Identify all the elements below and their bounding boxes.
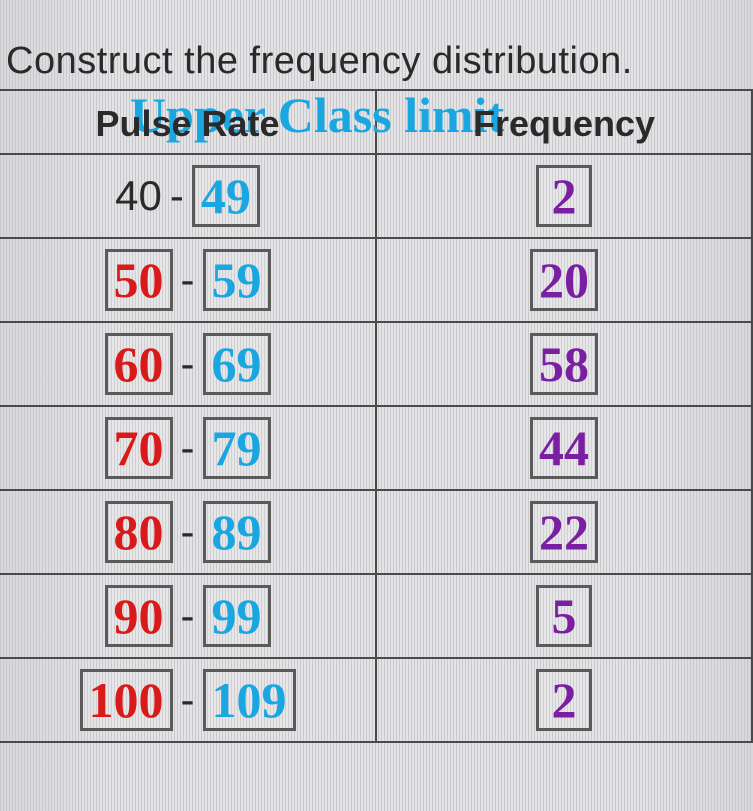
upper-limit-input[interactable]: 79 [203, 417, 271, 479]
frequency-input[interactable]: 58 [530, 333, 598, 395]
frequency-value: 20 [539, 255, 589, 305]
pulse-rate-cell: 40-49 [0, 154, 376, 238]
pulse-rate-cell: 60-69 [0, 322, 376, 406]
frequency-input[interactable]: 2 [536, 165, 592, 227]
table-row: 40-49 2 [0, 154, 752, 238]
worksheet: Construct the frequency distribution. Up… [0, 0, 753, 743]
range-dash: - [181, 256, 195, 304]
table-row: 90-99 5 [0, 574, 752, 658]
upper-limit-input[interactable]: 99 [203, 585, 271, 647]
range-dash: - [170, 172, 184, 220]
pulse-rate-cell: 90-99 [0, 574, 376, 658]
frequency-value: 5 [552, 591, 577, 641]
range-dash: - [181, 592, 195, 640]
lower-limit-input[interactable]: 80 [105, 501, 173, 563]
lower-limit-value: 70 [114, 423, 164, 473]
upper-limit-input[interactable]: 59 [203, 249, 271, 311]
frequency-input[interactable]: 5 [536, 585, 592, 647]
table-row: 80-89 22 [0, 490, 752, 574]
lower-limit-input[interactable]: 60 [105, 333, 173, 395]
frequency-input[interactable]: 22 [530, 501, 598, 563]
frequency-cell: 22 [376, 490, 752, 574]
lower-limit-input[interactable]: 100 [80, 669, 173, 731]
table-row: 60-69 58 [0, 322, 752, 406]
range-dash: - [181, 340, 195, 388]
frequency-cell: 58 [376, 322, 752, 406]
pulse-rate-cell: 70-79 [0, 406, 376, 490]
frequency-cell: 2 [376, 154, 752, 238]
frequency-cell: 5 [376, 574, 752, 658]
lower-limit-input[interactable]: 70 [105, 417, 173, 479]
pulse-rate-cell: 100-109 [0, 658, 376, 742]
page-title: Construct the frequency distribution. [0, 40, 753, 89]
frequency-cell: 2 [376, 658, 752, 742]
lower-limit-value: 80 [114, 507, 164, 557]
frequency-value: 44 [539, 423, 589, 473]
lower-limit-input[interactable]: 90 [105, 585, 173, 647]
lower-limit-printed: 40 [115, 172, 162, 220]
lower-limit-input[interactable]: 50 [105, 249, 173, 311]
frequency-value: 22 [539, 507, 589, 557]
pulse-rate-cell: 80-89 [0, 490, 376, 574]
frequency-input[interactable]: 44 [530, 417, 598, 479]
upper-limit-value: 89 [212, 507, 262, 557]
pulse-rate-cell: 50-59 [0, 238, 376, 322]
upper-limit-input[interactable]: 69 [203, 333, 271, 395]
upper-limit-input[interactable]: 89 [203, 501, 271, 563]
frequency-value: 2 [552, 171, 577, 221]
table-row: 50-59 20 [0, 238, 752, 322]
upper-limit-input[interactable]: 49 [192, 165, 260, 227]
upper-limit-value: 109 [212, 675, 287, 725]
frequency-table: Pulse Rate Frequency 40-49250-592060-695… [0, 89, 753, 743]
frequency-value: 58 [539, 339, 589, 389]
col-header-frequency: Frequency [376, 90, 752, 154]
frequency-value: 2 [552, 675, 577, 725]
upper-limit-value: 49 [201, 171, 251, 221]
frequency-input[interactable]: 20 [530, 249, 598, 311]
frequency-cell: 20 [376, 238, 752, 322]
table-row: 100-109 2 [0, 658, 752, 742]
lower-limit-value: 50 [114, 255, 164, 305]
table-row: 70-79 44 [0, 406, 752, 490]
upper-limit-value: 79 [212, 423, 262, 473]
upper-limit-value: 69 [212, 339, 262, 389]
lower-limit-value: 60 [114, 339, 164, 389]
upper-limit-value: 99 [212, 591, 262, 641]
range-dash: - [181, 508, 195, 556]
frequency-cell: 44 [376, 406, 752, 490]
range-dash: - [181, 676, 195, 724]
upper-limit-input[interactable]: 109 [203, 669, 296, 731]
col-header-pulse-rate: Pulse Rate [0, 90, 376, 154]
range-dash: - [181, 424, 195, 472]
lower-limit-value: 100 [89, 675, 164, 725]
lower-limit-value: 90 [114, 591, 164, 641]
upper-limit-value: 59 [212, 255, 262, 305]
frequency-input[interactable]: 2 [536, 669, 592, 731]
